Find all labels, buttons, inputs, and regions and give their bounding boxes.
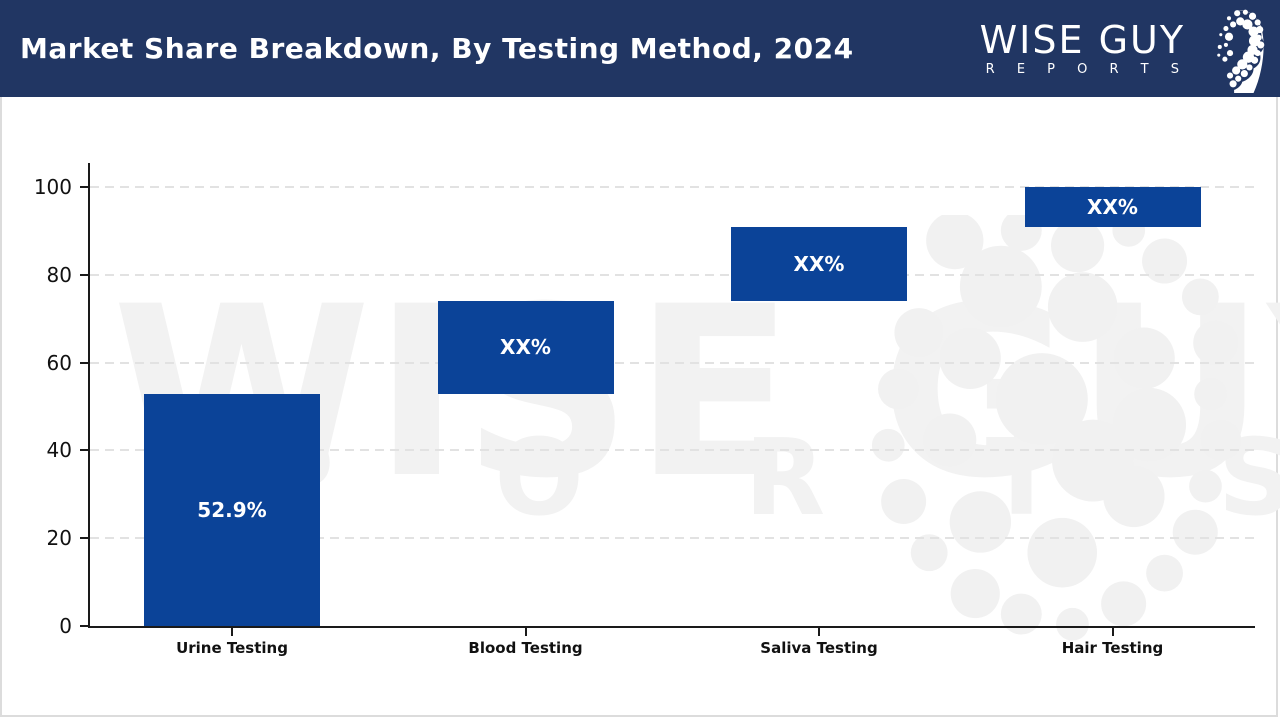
bar-value-label: XX% [793,251,845,276]
x-category-label-2: Saliva Testing [760,639,878,657]
chart-title: Market Share Breakdown, By Testing Metho… [20,32,854,65]
gridline-60 [90,361,1255,364]
x-tick-0 [231,628,233,636]
x-tick-3 [1111,628,1114,636]
chart-area: WISE GUY P O R T S 02040608010052.9%Urin… [0,97,1280,717]
brand-logo-text: WISE GUY R E P O R T S [977,20,1188,77]
x-category-label-0: Urine Testing [176,639,288,657]
x-tick-1 [524,628,527,636]
gridline-80 [90,273,1255,276]
y-tick-80 [80,273,88,276]
x-category-label-3: Hair Testing [1061,639,1164,657]
brand-logo: WISE GUY R E P O R T S [977,5,1266,93]
y-tick-label-0: 0 [59,614,72,638]
bar-value-label: XX% [500,335,551,360]
bar-hair-testing: XX% [1024,187,1201,227]
y-tick-label-20: 20 [46,526,72,551]
y-tick-label-80: 80 [46,262,72,287]
gridline-40 [90,449,1255,452]
bar-value-label: XX% [1087,194,1138,219]
y-tick-label-100: 100 [33,175,72,199]
gridline-20 [90,537,1255,540]
y-tick-label-40: 40 [46,438,72,463]
logo-head-dots-icon [1217,9,1265,93]
bar-value-label: 52.9% [197,497,267,522]
brand-subname: R E P O R T S [985,62,1188,77]
bar-saliva-testing: XX% [731,226,907,302]
y-tick-60 [80,361,88,364]
y-tick-label-60: 60 [46,350,72,375]
gridline-100 [90,186,1255,188]
bar-urine-testing: 52.9% [144,393,320,626]
y-tick-40 [80,449,88,452]
x-category-label-1: Blood Testing [468,639,583,657]
y-tick-0 [80,625,88,627]
watermark-head-graphic [871,215,1242,641]
bar-blood-testing: XX% [437,301,614,394]
y-tick-100 [80,186,88,188]
y-tick-20 [80,537,88,540]
header-bar: Market Share Breakdown, By Testing Metho… [0,0,1280,97]
brand-name: WISE GUY [979,18,1186,62]
x-axis-line [88,626,1255,628]
x-tick-2 [818,628,820,636]
y-axis-line [88,163,90,628]
